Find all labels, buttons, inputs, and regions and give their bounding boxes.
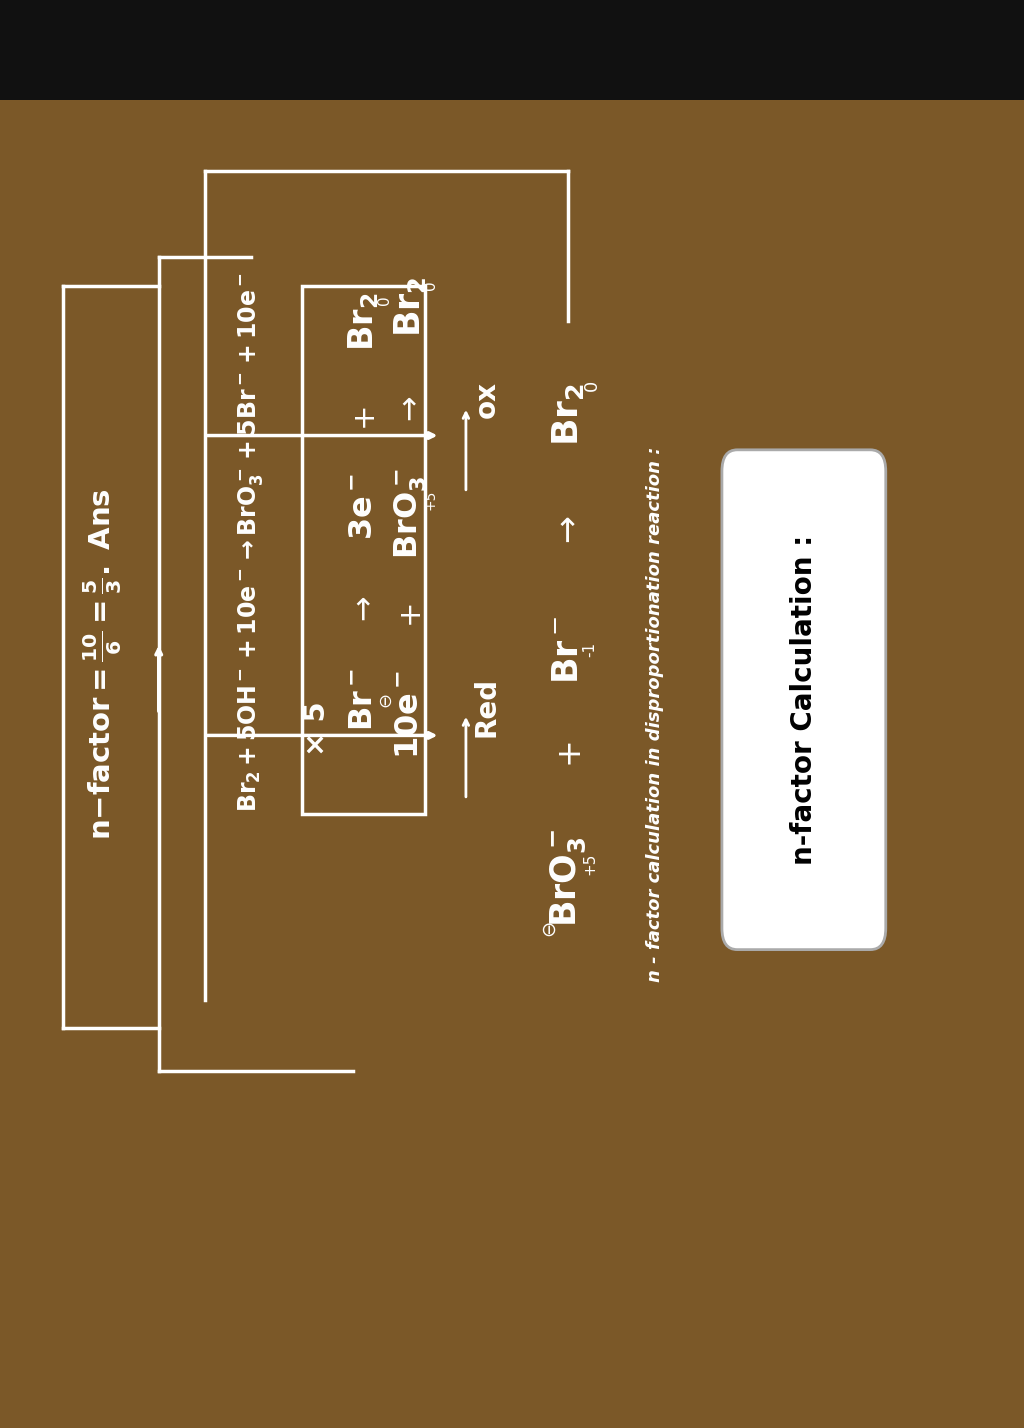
Text: ⊖: ⊖ (376, 693, 394, 707)
Text: →: → (552, 514, 585, 543)
Text: $\mathbf{Br_2}$: $\mathbf{Br_2}$ (346, 293, 381, 350)
Text: n - factor calculation in disproportionation reaction :: n - factor calculation in disproportiona… (646, 446, 665, 982)
Text: -1: -1 (583, 643, 597, 657)
Text: $\mathbf{BrO_3^-}$: $\mathbf{BrO_3^-}$ (549, 830, 588, 927)
Text: →: → (349, 594, 378, 620)
Text: $\mathbf{3e^-}$: $\mathbf{3e^-}$ (348, 474, 379, 540)
Text: +: + (552, 735, 585, 764)
Text: +5: +5 (423, 490, 437, 510)
Text: 0: 0 (423, 281, 437, 290)
Text: n-factor Calculation :: n-factor Calculation : (790, 534, 818, 865)
Text: +: + (395, 598, 424, 624)
Text: →: → (395, 394, 424, 420)
Text: $\mathbf{Br}^-$: $\mathbf{Br}^-$ (551, 615, 586, 684)
Text: 0: 0 (583, 380, 601, 391)
FancyBboxPatch shape (722, 450, 886, 950)
Text: ⊖: ⊖ (540, 920, 558, 937)
Text: Red: Red (472, 677, 501, 737)
Text: × 5: × 5 (303, 701, 332, 755)
Text: $\mathbf{Br^-}$: $\mathbf{Br^-}$ (348, 668, 379, 731)
Text: ox: ox (472, 381, 501, 418)
Text: $\mathbf{BrO_3^-}$: $\mathbf{BrO_3^-}$ (391, 468, 428, 560)
Text: $\mathbf{Br_2}$: $\mathbf{Br_2}$ (391, 277, 428, 337)
Text: $\mathbf{Br_2}$: $\mathbf{Br_2}$ (550, 383, 587, 446)
Text: $\mathbf{Br_2+5OH^-+10e^- \rightarrow BrO_3^-+5Br^-+10e^-}$: $\mathbf{Br_2+5OH^-+10e^- \rightarrow Br… (237, 273, 265, 813)
Text: $\mathbf{n{-}factor = \frac{10}{6} = \frac{5}{3}. \ Ans}$: $\mathbf{n{-}factor = \frac{10}{6} = \fr… (81, 488, 124, 840)
Bar (302, 286, 425, 814)
Text: 0: 0 (377, 296, 391, 304)
Text: +: + (349, 401, 378, 427)
Text: +5: +5 (583, 853, 597, 875)
Bar (0, 0, 1024, 100)
Text: $\mathbf{10e^-}$: $\mathbf{10e^-}$ (394, 670, 425, 758)
